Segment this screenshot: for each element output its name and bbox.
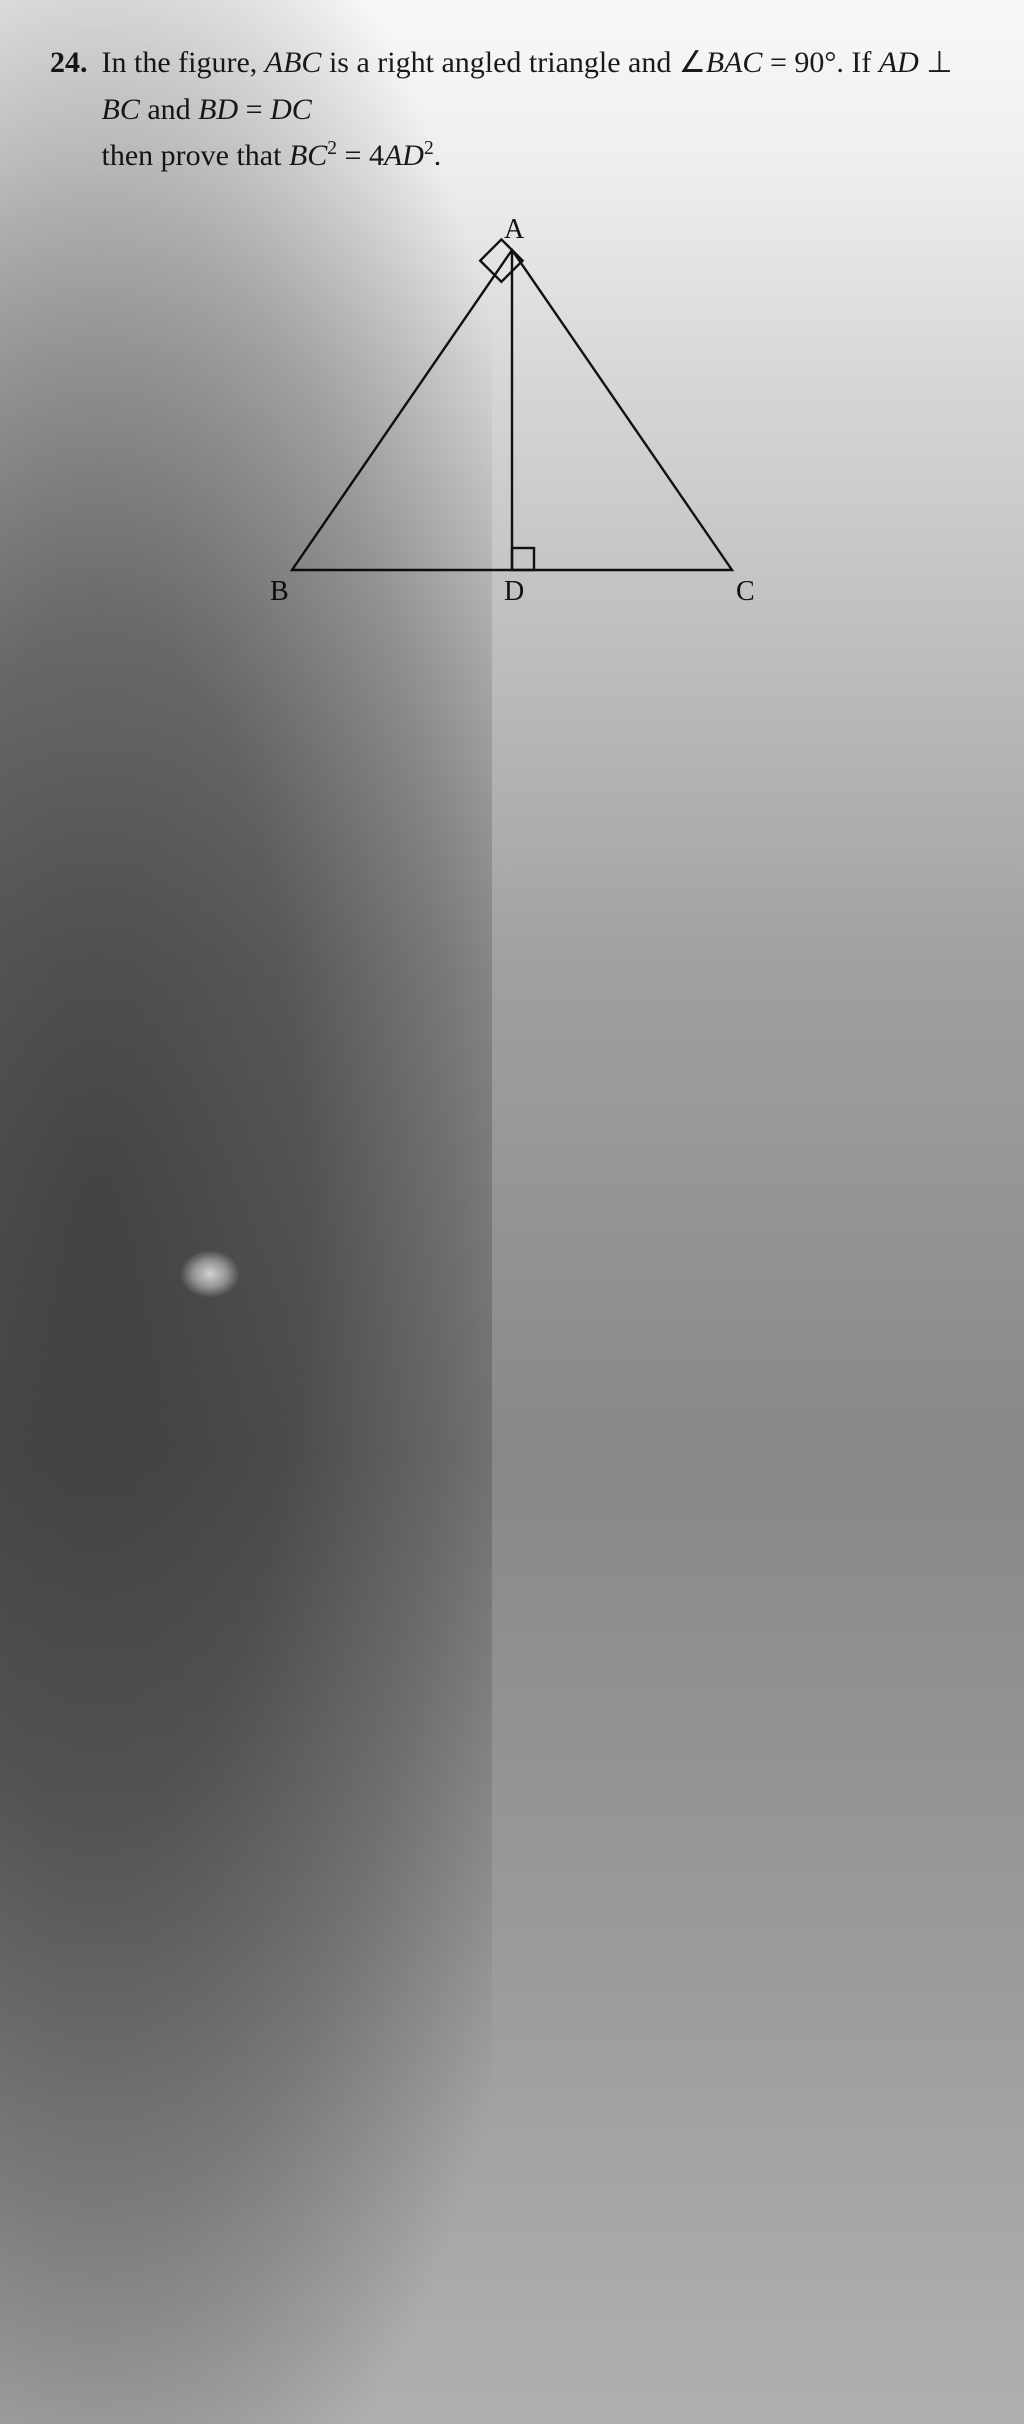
label-D: D [504, 576, 524, 607]
angle-symbol: ∠ [679, 46, 706, 79]
label-A: A [504, 214, 525, 245]
seg-AD: AD [879, 46, 919, 79]
label-B: B [270, 576, 289, 607]
question-number: 24. [50, 40, 88, 180]
lens-flare-dot [180, 1250, 240, 1298]
figure-container: A B C D [50, 210, 974, 630]
equals-2: = [238, 93, 270, 126]
question-block: 24. In the figure, ABC is a right angled… [50, 40, 974, 180]
page: 24. In the figure, ABC is a right angled… [0, 0, 1024, 2424]
right-angle-box-D [512, 548, 534, 570]
AD-squared-base: AD [384, 139, 424, 172]
line2-prefix: then prove that [102, 139, 289, 172]
question-text: In the figure, ABC is a right angled tri… [102, 40, 975, 180]
seg-BC: BC [102, 93, 140, 126]
text-tail: . If [836, 46, 878, 79]
triangle-name: ABC [265, 46, 322, 79]
equals-4: = 4 [337, 139, 384, 172]
BC-squared-base: BC [289, 139, 327, 172]
label-C: C [736, 576, 755, 607]
perp-symbol: ⊥ [919, 46, 953, 79]
BC-squared-exp: 2 [327, 138, 337, 159]
text-and: and [140, 93, 198, 126]
text-prefix: In the figure, [102, 46, 265, 79]
equals-1: = [762, 46, 794, 79]
text-mid: is a right angled triangle and [321, 46, 678, 79]
period: . [434, 139, 442, 172]
AD-squared-exp: 2 [424, 138, 434, 159]
seg-BD: BD [198, 93, 238, 126]
angle-name: BAC [706, 46, 763, 79]
triangle-figure: A B C D [252, 210, 772, 630]
ninety-deg: 90° [794, 46, 836, 79]
right-angle-box-A [480, 239, 522, 281]
seg-DC: DC [270, 93, 312, 126]
